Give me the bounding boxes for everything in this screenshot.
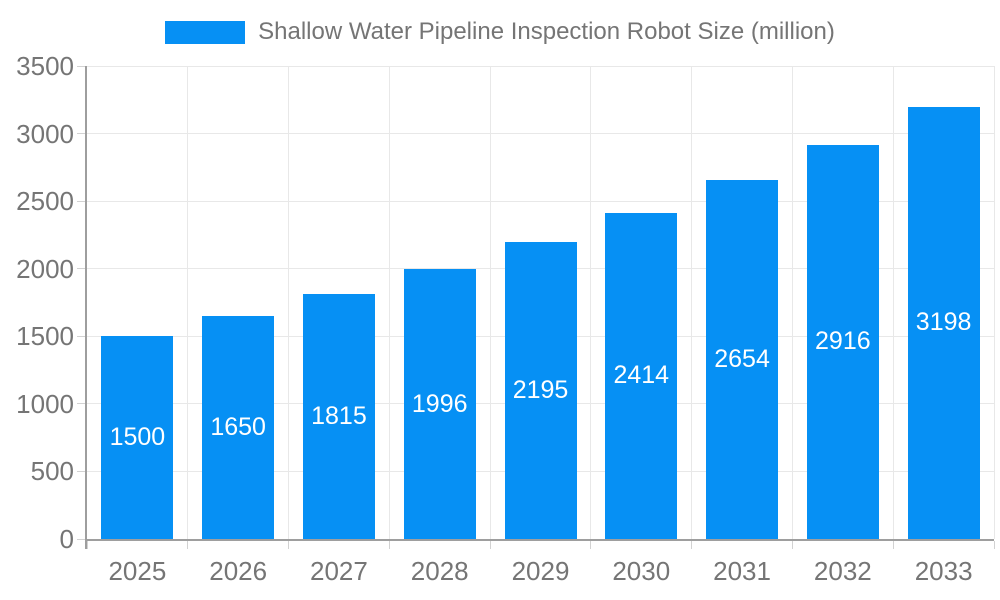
x-axis-label: 2025 [108, 556, 167, 586]
chart-plot-area: 1500 1650 1815 1996 2195 2414 2654 2916 3198 [77, 65, 995, 549]
gridline-vertical [288, 66, 290, 539]
y-axis-tick [77, 470, 85, 472]
y-axis-tick [77, 403, 85, 405]
bar-value-label: 3198 [915, 308, 972, 337]
x-axis-tick [86, 541, 88, 549]
y-axis-tick [77, 200, 85, 202]
bar: 2654 [706, 180, 779, 539]
gridline-vertical [590, 66, 592, 539]
x-axis-tick [691, 541, 693, 549]
x-axis-label: 2027 [310, 556, 368, 586]
legend-label: Shallow Water Pipeline Inspection Robot … [258, 18, 835, 45]
x-axis-tick [590, 541, 592, 549]
bar-value-label: 2654 [714, 345, 770, 374]
bar-value-label: 2195 [512, 376, 569, 405]
x-axis-line [85, 539, 994, 541]
bar: 2414 [605, 212, 678, 539]
gridline-vertical [489, 66, 491, 539]
bar: 2195 [504, 242, 577, 539]
y-axis-label: 1000 [16, 388, 74, 419]
x-axis-tick [288, 541, 290, 549]
bar: 2916 [806, 144, 879, 539]
x-axis-label: 2032 [813, 556, 872, 586]
x-axis-label: 2029 [511, 556, 570, 586]
bar-value-label: 1500 [109, 423, 166, 452]
bar-value-label: 1815 [311, 401, 367, 430]
bar-value-label: 1650 [210, 413, 266, 441]
x-axis-label: 2028 [410, 556, 469, 586]
gridline-vertical [187, 66, 189, 539]
y-axis-line [85, 66, 87, 549]
y-axis-label: 2500 [16, 186, 74, 217]
y-axis-label: 3500 [16, 51, 74, 81]
gridline-vertical [691, 66, 693, 539]
gridline-vertical [388, 66, 390, 539]
gridline-vertical [993, 66, 995, 539]
y-axis-label: 1500 [16, 321, 74, 352]
bar: 1815 [302, 293, 375, 539]
y-axis-tick [77, 335, 85, 337]
y-axis-tick [77, 538, 85, 540]
bar: 3198 [907, 106, 980, 539]
y-axis-tick [77, 133, 85, 135]
x-axis-label: 2026 [209, 556, 268, 586]
bar-value-label: 2916 [815, 327, 871, 356]
x-axis-tick [388, 541, 390, 549]
y-axis-label: 0 [59, 524, 74, 554]
bar: 1500 [101, 336, 174, 539]
gridline-horizontal [87, 200, 994, 202]
gridline-vertical [892, 66, 894, 539]
gridline-horizontal [87, 65, 994, 67]
y-axis-label: 3000 [16, 118, 74, 149]
bar: 1650 [202, 316, 275, 539]
bar-value-label: 2414 [613, 361, 670, 390]
x-axis-tick [892, 541, 894, 549]
x-axis-label: 2031 [713, 556, 771, 586]
bar: 1996 [403, 269, 476, 539]
legend-swatch [165, 20, 246, 44]
gridline-vertical [791, 66, 793, 539]
y-axis-label: 500 [30, 456, 74, 487]
y-axis-tick [77, 268, 85, 270]
y-axis-label: 2000 [16, 253, 74, 284]
x-axis-tick [489, 541, 491, 549]
x-axis-label: 2030 [612, 556, 671, 586]
x-axis-tick [187, 541, 189, 549]
x-axis-label: 2033 [914, 556, 973, 586]
y-axis-tick [77, 65, 85, 67]
gridline-horizontal [87, 133, 994, 135]
x-axis-tick [993, 541, 995, 549]
legend: Shallow Water Pipeline Inspection Robot … [0, 18, 1000, 46]
x-axis-tick [791, 541, 793, 549]
bar-value-label: 1996 [411, 389, 468, 418]
